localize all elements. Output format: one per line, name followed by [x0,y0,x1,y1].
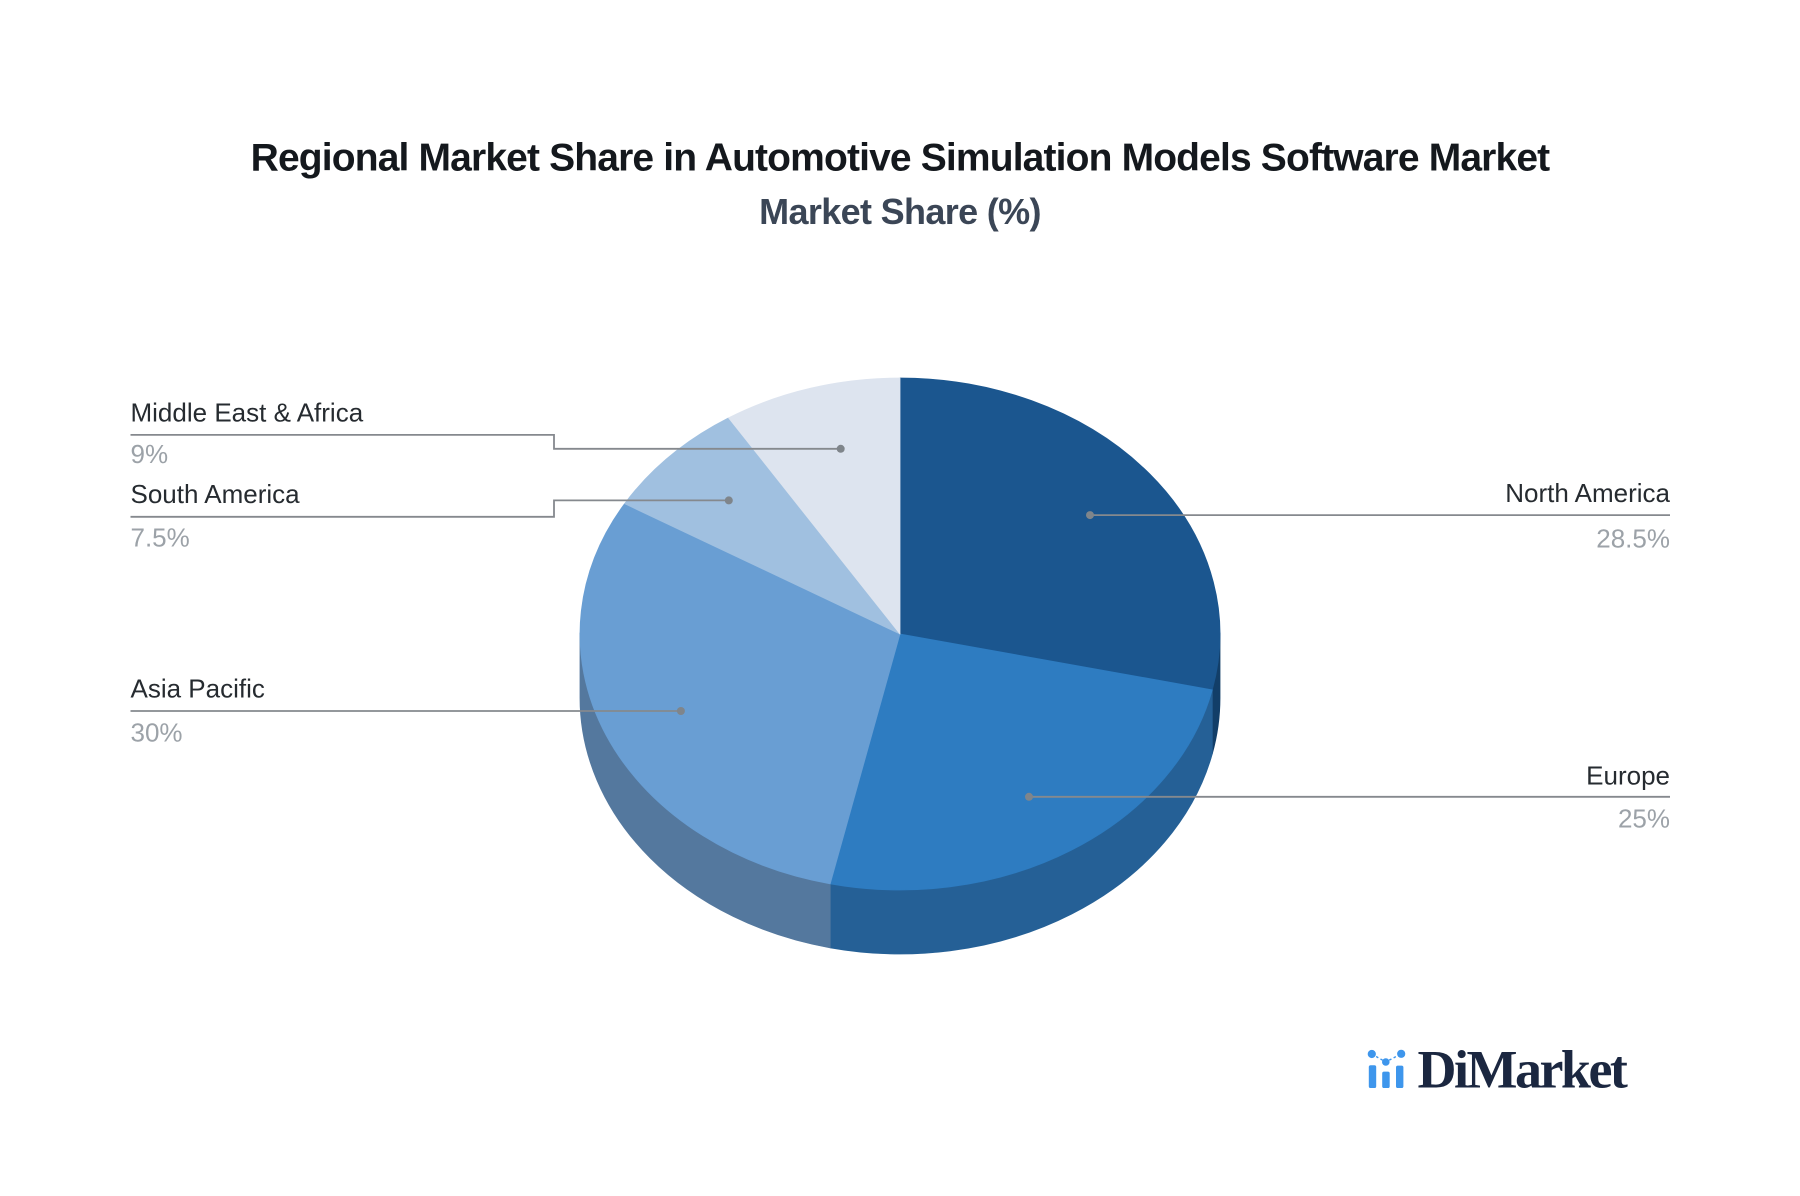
svg-text:North America: North America [1505,478,1670,508]
svg-text:28.5%: 28.5% [1596,524,1670,554]
svg-text:25%: 25% [1618,803,1670,833]
svg-text:South America: South America [131,479,301,509]
svg-text:DiMarket: DiMarket [1418,1040,1628,1100]
svg-text:7.5%: 7.5% [131,523,190,553]
svg-text:9%: 9% [131,439,169,469]
svg-text:Asia Pacific: Asia Pacific [131,674,265,704]
svg-text:Europe: Europe [1586,761,1670,791]
svg-text:Regional Market Share in Autom: Regional Market Share in Automotive Simu… [251,137,1551,180]
svg-text:30%: 30% [131,717,183,747]
svg-text:Middle East & Africa: Middle East & Africa [131,397,364,427]
svg-text:Market Share (%): Market Share (%) [759,191,1041,232]
